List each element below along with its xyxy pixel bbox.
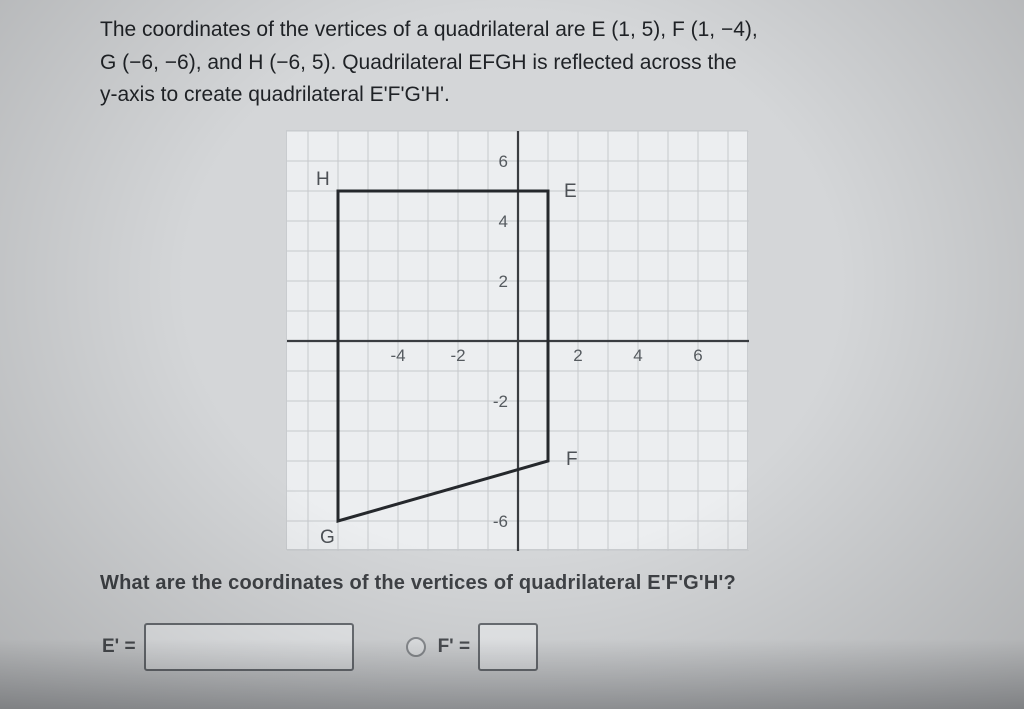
svg-text:4: 4 (633, 346, 642, 365)
svg-text:-4: -4 (390, 346, 405, 365)
problem-line-3: y-axis to create quadrilateral E'F'G'H'. (100, 83, 450, 106)
svg-text:6: 6 (499, 152, 508, 171)
answer-e-label: E' = (102, 636, 136, 658)
svg-text:E: E (564, 181, 577, 202)
svg-text:6: 6 (693, 346, 702, 365)
problem-statement: The coordinates of the vertices of a qua… (100, 14, 934, 112)
answer-row: E' = F' = (100, 623, 934, 671)
graph-container: -4 -2 2 4 6 -6 -2 2 4 6 H E F G (100, 130, 934, 550)
svg-text:-2: -2 (450, 346, 465, 365)
problem-line-2: G (−6, −6), and H (−6, 5). Quadrilateral… (100, 51, 737, 74)
svg-text:2: 2 (499, 272, 508, 291)
svg-text:2: 2 (573, 346, 582, 365)
answer-f-input[interactable] (478, 623, 538, 671)
svg-text:G: G (320, 527, 335, 548)
svg-text:H: H (316, 169, 330, 190)
answer-f-group: F' = (406, 623, 539, 671)
svg-text:F: F (566, 449, 578, 470)
radio-icon (406, 637, 426, 657)
question-text: What are the coordinates of the vertices… (100, 572, 934, 595)
svg-text:-2: -2 (493, 392, 508, 411)
answer-f-label: F' = (438, 636, 471, 658)
answer-e-group: E' = (102, 623, 354, 671)
problem-line-1: The coordinates of the vertices of a qua… (100, 18, 758, 41)
coordinate-graph: -4 -2 2 4 6 -6 -2 2 4 6 H E F G (286, 130, 748, 550)
svg-text:-6: -6 (493, 512, 508, 531)
svg-text:4: 4 (499, 212, 508, 231)
answer-e-input[interactable] (144, 623, 354, 671)
